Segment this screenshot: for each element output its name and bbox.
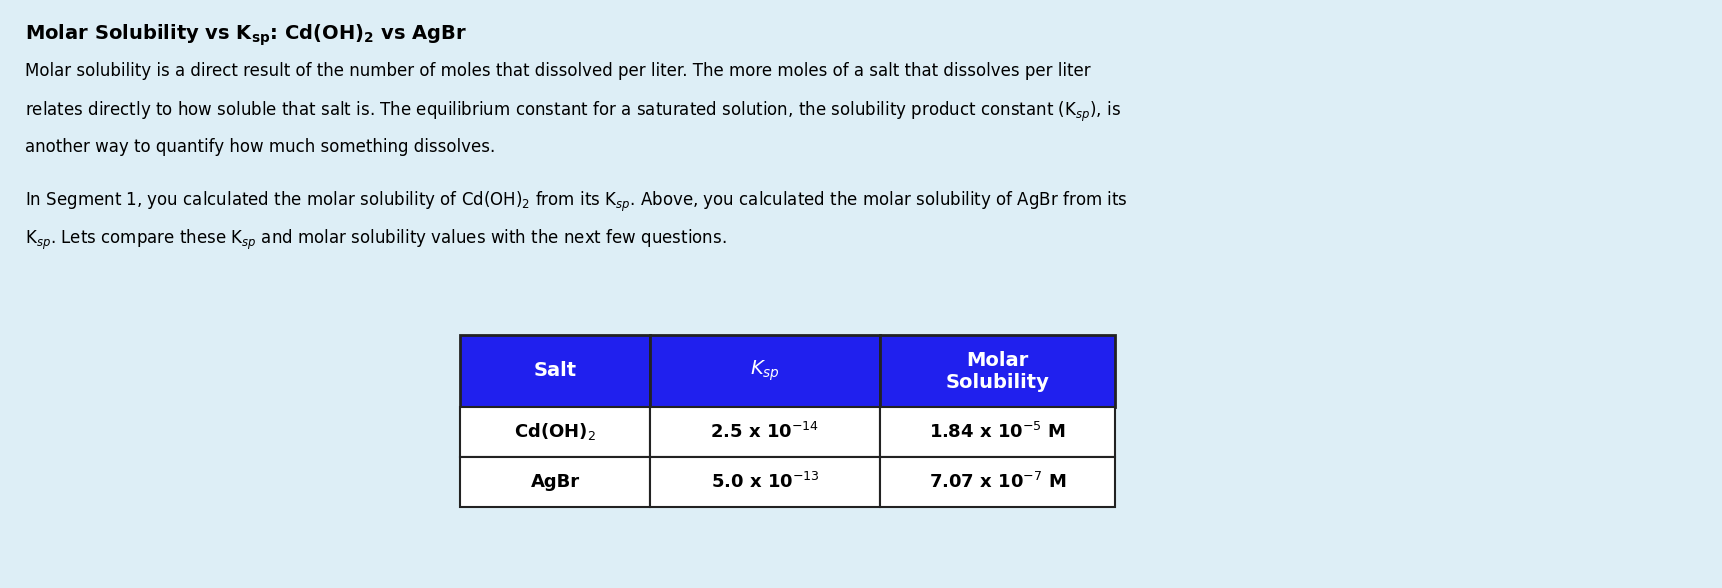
Text: 2.5 x 10$^{-14}$: 2.5 x 10$^{-14}$ [711,422,820,442]
Bar [460,457,649,507]
Text: Salt: Salt [534,362,577,380]
Text: 7.07 x 10$^{-7}$ M: 7.07 x 10$^{-7}$ M [928,472,1066,492]
Bar [880,407,1116,457]
Text: 1.84 x 10$^{-5}$ M: 1.84 x 10$^{-5}$ M [928,422,1066,442]
Text: relates directly to how soluble that salt is. The equilibrium constant for a sat: relates directly to how soluble that sal… [26,100,1121,124]
Bar [460,407,649,457]
Bar [460,335,649,407]
Bar [649,335,880,407]
Text: AgBr: AgBr [530,473,580,491]
Text: 5.0 x 10$^{-13}$: 5.0 x 10$^{-13}$ [711,472,820,492]
Text: Molar Solubility vs K$_{\mathbf{sp}}$: Cd(OH)$_{\mathbf{2}}$ vs AgBr: Molar Solubility vs K$_{\mathbf{sp}}$: C… [26,22,467,48]
Bar [880,335,1116,407]
Text: In Segment 1, you calculated the molar solubility of Cd(OH)$_2$ from its K$_{sp}: In Segment 1, you calculated the molar s… [26,190,1128,214]
Bar [649,407,880,457]
Bar [880,457,1116,507]
Text: Molar solubility is a direct result of the number of moles that dissolved per li: Molar solubility is a direct result of t… [26,62,1090,80]
Text: K$_{sp}$. Lets compare these K$_{sp}$ and molar solubility values with the next : K$_{sp}$. Lets compare these K$_{sp}$ an… [26,228,727,252]
Text: Cd(OH)$_2$: Cd(OH)$_2$ [515,422,596,443]
Text: $\mathit{K}_{sp}$: $\mathit{K}_{sp}$ [751,359,780,383]
Bar [649,457,880,507]
Text: Molar
Solubility: Molar Solubility [945,350,1049,392]
Text: another way to quantify how much something dissolves.: another way to quantify how much somethi… [26,138,496,156]
